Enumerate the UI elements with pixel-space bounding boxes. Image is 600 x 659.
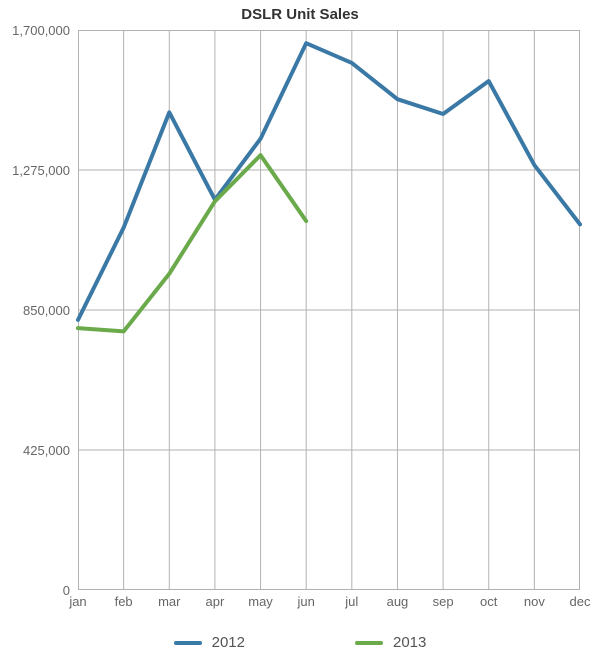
legend-swatch (355, 641, 383, 645)
y-axis-label: 425,000 (0, 443, 70, 458)
chart-plot (78, 30, 580, 590)
x-axis-label: sep (423, 594, 463, 609)
x-axis-label: nov (514, 594, 554, 609)
x-axis-label: aug (377, 594, 417, 609)
x-axis-label: feb (104, 594, 144, 609)
chart-container: DSLR Unit Sales 20122013 0425,000850,000… (0, 0, 600, 659)
y-axis-label: 1,275,000 (0, 163, 70, 178)
x-axis-label: jun (286, 594, 326, 609)
chart-legend: 2012 2013 (0, 634, 600, 651)
chart-title: DSLR Unit Sales (0, 6, 600, 23)
x-axis-label: jul (332, 594, 372, 609)
x-axis-label: oct (469, 594, 509, 609)
x-axis-label: jan (58, 594, 98, 609)
series-line (78, 43, 580, 320)
x-axis-label: mar (149, 594, 189, 609)
y-axis-label: 1,700,000 (0, 23, 70, 38)
legend-label: 2013 (393, 634, 426, 651)
x-axis-label: may (241, 594, 281, 609)
legend-item: 2012 (174, 634, 245, 651)
legend-swatch (174, 641, 202, 645)
series-line (78, 155, 306, 331)
legend-label: 2012 (212, 634, 245, 651)
legend-item: 2013 (355, 634, 426, 651)
y-axis-label: 850,000 (0, 303, 70, 318)
x-axis-label: dec (560, 594, 600, 609)
x-axis-label: apr (195, 594, 235, 609)
